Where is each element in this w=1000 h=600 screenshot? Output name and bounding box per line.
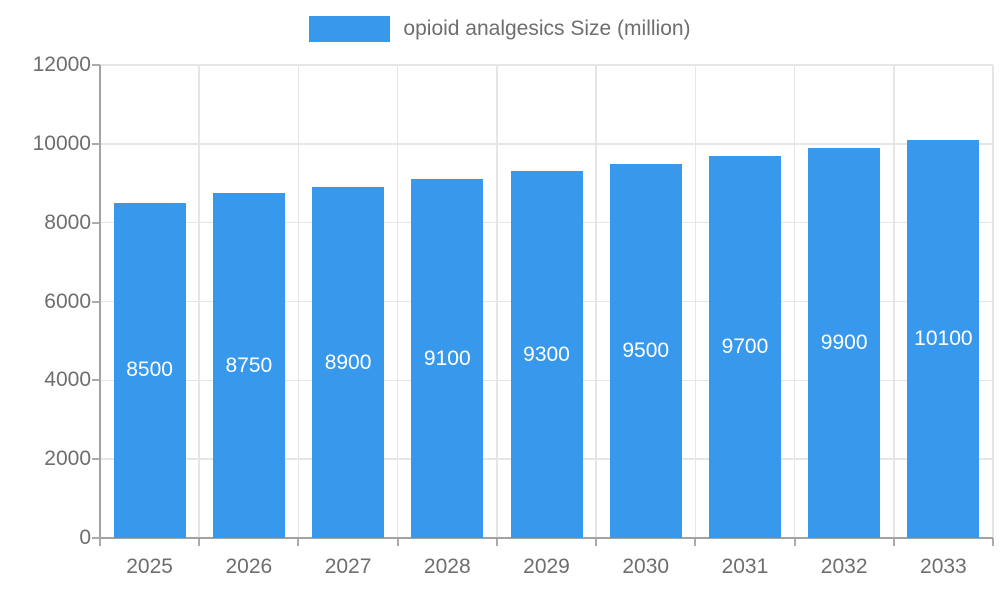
gridline-x-1 <box>198 65 200 538</box>
y-axis-label-12000: 12000 <box>32 53 91 76</box>
gridline-x-4 <box>496 65 498 538</box>
bar-2031[interactable]: 9700 <box>708 155 781 538</box>
x-axis-label-2025: 2025 <box>126 555 173 578</box>
bar-value-label-2029: 9300 <box>523 342 570 366</box>
bar-value-label-2026: 8750 <box>225 353 273 377</box>
y-tick-12000 <box>92 64 100 66</box>
x-tick-4 <box>495 538 498 546</box>
x-axis-label-2033: 2033 <box>920 555 967 578</box>
y-axis-label-4000: 4000 <box>44 368 91 392</box>
legend-swatch <box>309 16 391 42</box>
y-tick-0 <box>92 537 100 539</box>
y-axis-label-0: 0 <box>79 526 91 549</box>
legend[interactable]: opioid analgesics Size (million) <box>0 16 1000 42</box>
gridline-x-3 <box>396 65 399 538</box>
x-axis-label-2027: 2027 <box>324 555 372 578</box>
gridline-x-8 <box>893 65 895 538</box>
x-tick-7 <box>793 538 796 546</box>
gridline-y-10000 <box>100 143 993 145</box>
y-axis-line <box>99 65 101 538</box>
y-tick-8000 <box>92 221 100 224</box>
bar-2033[interactable]: 10100 <box>907 139 980 538</box>
x-tick-8 <box>892 538 895 546</box>
x-axis-line <box>100 537 993 539</box>
y-axis-label-10000: 10000 <box>32 131 91 155</box>
x-axis-label-2032: 2032 <box>820 555 868 578</box>
legend-label: opioid analgesics Size (million) <box>403 17 691 40</box>
y-tick-2000 <box>92 458 100 461</box>
y-tick-6000 <box>92 300 100 303</box>
bar-2028[interactable]: 9100 <box>411 179 484 538</box>
bar-value-label-2032: 9900 <box>820 330 868 354</box>
bar-value-label-2031: 9700 <box>721 334 769 358</box>
gridline-y-12000 <box>100 64 993 66</box>
bar-2030[interactable]: 9500 <box>609 163 682 538</box>
x-tick-1 <box>198 538 201 546</box>
gridline-x-6 <box>694 65 697 538</box>
y-axis-label-2000: 2000 <box>44 447 91 471</box>
gridline-x-5 <box>595 65 597 538</box>
x-tick-0 <box>99 538 101 546</box>
y-tick-4000 <box>92 379 100 382</box>
x-tick-6 <box>694 538 697 546</box>
x-axis-label-2029: 2029 <box>523 555 570 578</box>
bar-2025[interactable]: 8500 <box>113 202 186 538</box>
bar-value-label-2028: 9100 <box>423 346 471 370</box>
y-tick-10000 <box>92 142 100 145</box>
x-tick-3 <box>396 538 399 546</box>
y-axis-label-8000: 8000 <box>44 210 91 234</box>
bar-2026[interactable]: 8750 <box>212 193 285 538</box>
x-tick-5 <box>595 538 598 546</box>
gridline-x-2 <box>297 65 300 538</box>
x-axis-label-2028: 2028 <box>423 555 471 578</box>
x-tick-2 <box>297 538 300 546</box>
bar-2029[interactable]: 9300 <box>510 171 583 538</box>
x-axis-label-2031: 2031 <box>721 555 769 578</box>
gridline-x-7 <box>793 65 796 538</box>
y-axis-label-6000: 6000 <box>44 289 91 313</box>
gridline-x-9 <box>992 65 994 538</box>
bar-value-label-2027: 8900 <box>324 350 372 374</box>
bar-2032[interactable]: 9900 <box>808 147 881 538</box>
x-axis-label-2026: 2026 <box>225 555 273 578</box>
bar-value-label-2033: 10100 <box>914 326 973 350</box>
bar-value-label-2030: 9500 <box>622 338 670 362</box>
x-tick-9 <box>992 538 994 546</box>
bar-value-label-2025: 8500 <box>126 358 173 382</box>
bar-2027[interactable]: 8900 <box>312 187 385 538</box>
x-axis-label-2030: 2030 <box>622 555 670 578</box>
